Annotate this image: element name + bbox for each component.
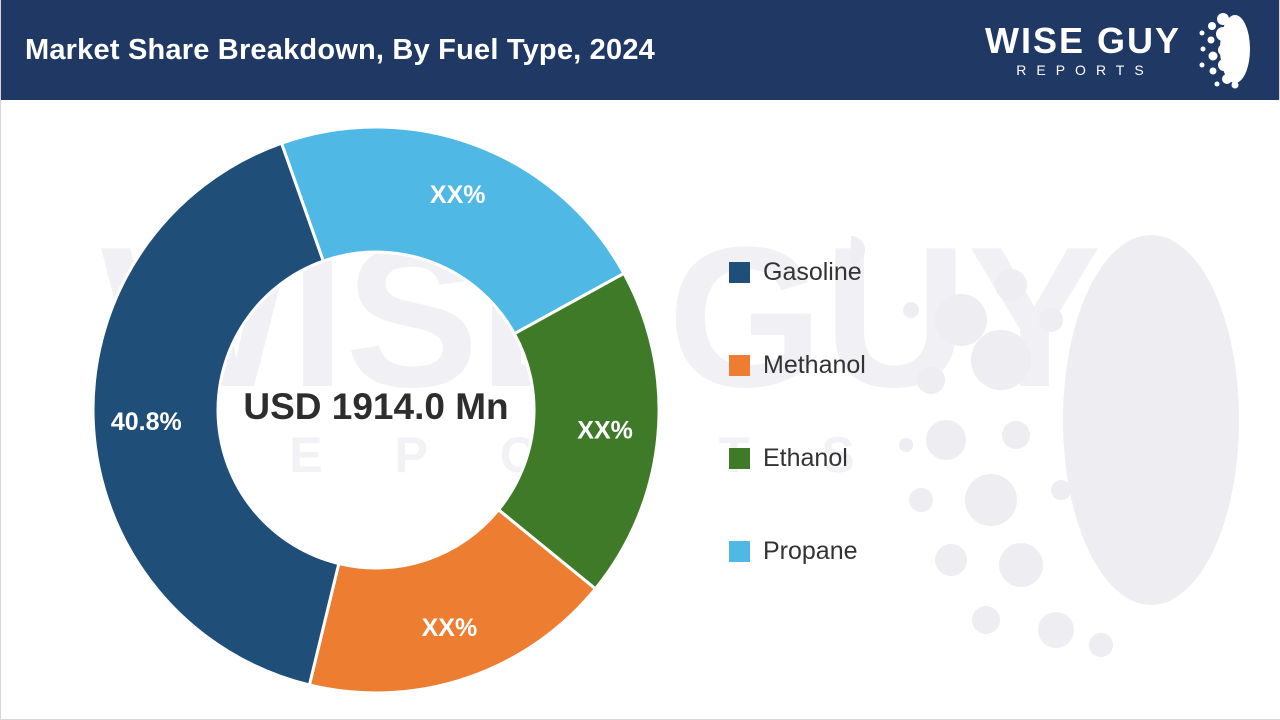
legend-label: Gasoline	[763, 258, 862, 286]
logo-text: WISE GUY REPORTS	[984, 20, 1181, 78]
page-title: Market Share Breakdown, By Fuel Type, 20…	[25, 33, 655, 66]
legend-item-methanol[interactable]: Methanol	[729, 351, 866, 380]
legend-item-ethanol[interactable]: Ethanol	[729, 444, 866, 473]
watermark-face-icon	[851, 235, 1239, 657]
logo-face-icon	[1199, 13, 1250, 89]
header-bar: Market Share Breakdown, By Fuel Type, 20…	[1, 0, 1279, 100]
chart-area: WISE GUY REPORTS XX%XX%XX%40.8% USD 1914…	[1, 100, 1280, 719]
chart-center-value: USD 1914.0 Mn	[243, 386, 509, 427]
legend-item-propane[interactable]: Propane	[729, 537, 866, 566]
logo-wordmark: WISE GUY	[984, 20, 1181, 61]
legend-label: Propane	[763, 537, 858, 565]
segment-label-methanol: XX%	[422, 614, 478, 642]
legend-swatch-methanol	[729, 355, 750, 376]
legend-label: Methanol	[763, 351, 866, 379]
legend-swatch-propane	[729, 541, 750, 562]
legend-item-gasoline[interactable]: Gasoline	[729, 258, 866, 287]
legend-swatch-gasoline	[729, 262, 750, 283]
chart-legend: Gasoline Methanol Ethanol Propane	[729, 258, 866, 566]
donut-segment-methanol[interactable]	[307, 507, 598, 695]
donut-segment-propane[interactable]	[279, 125, 626, 336]
segment-label-gasoline: 40.8%	[111, 408, 182, 436]
segment-label-ethanol: XX%	[577, 417, 633, 445]
segment-label-propane: XX%	[430, 181, 486, 209]
donut-chart: XX% XX% XX% 40.8%	[91, 125, 661, 695]
logo-subtitle: REPORTS	[1016, 62, 1154, 78]
legend-label: Ethanol	[763, 444, 848, 472]
wise-guy-logo: WISE GUY REPORTS	[985, 11, 1251, 89]
donut-segment-ethanol[interactable]	[496, 271, 661, 591]
donut-segment-gasoline[interactable]	[91, 141, 341, 687]
legend-swatch-ethanol	[729, 448, 750, 469]
